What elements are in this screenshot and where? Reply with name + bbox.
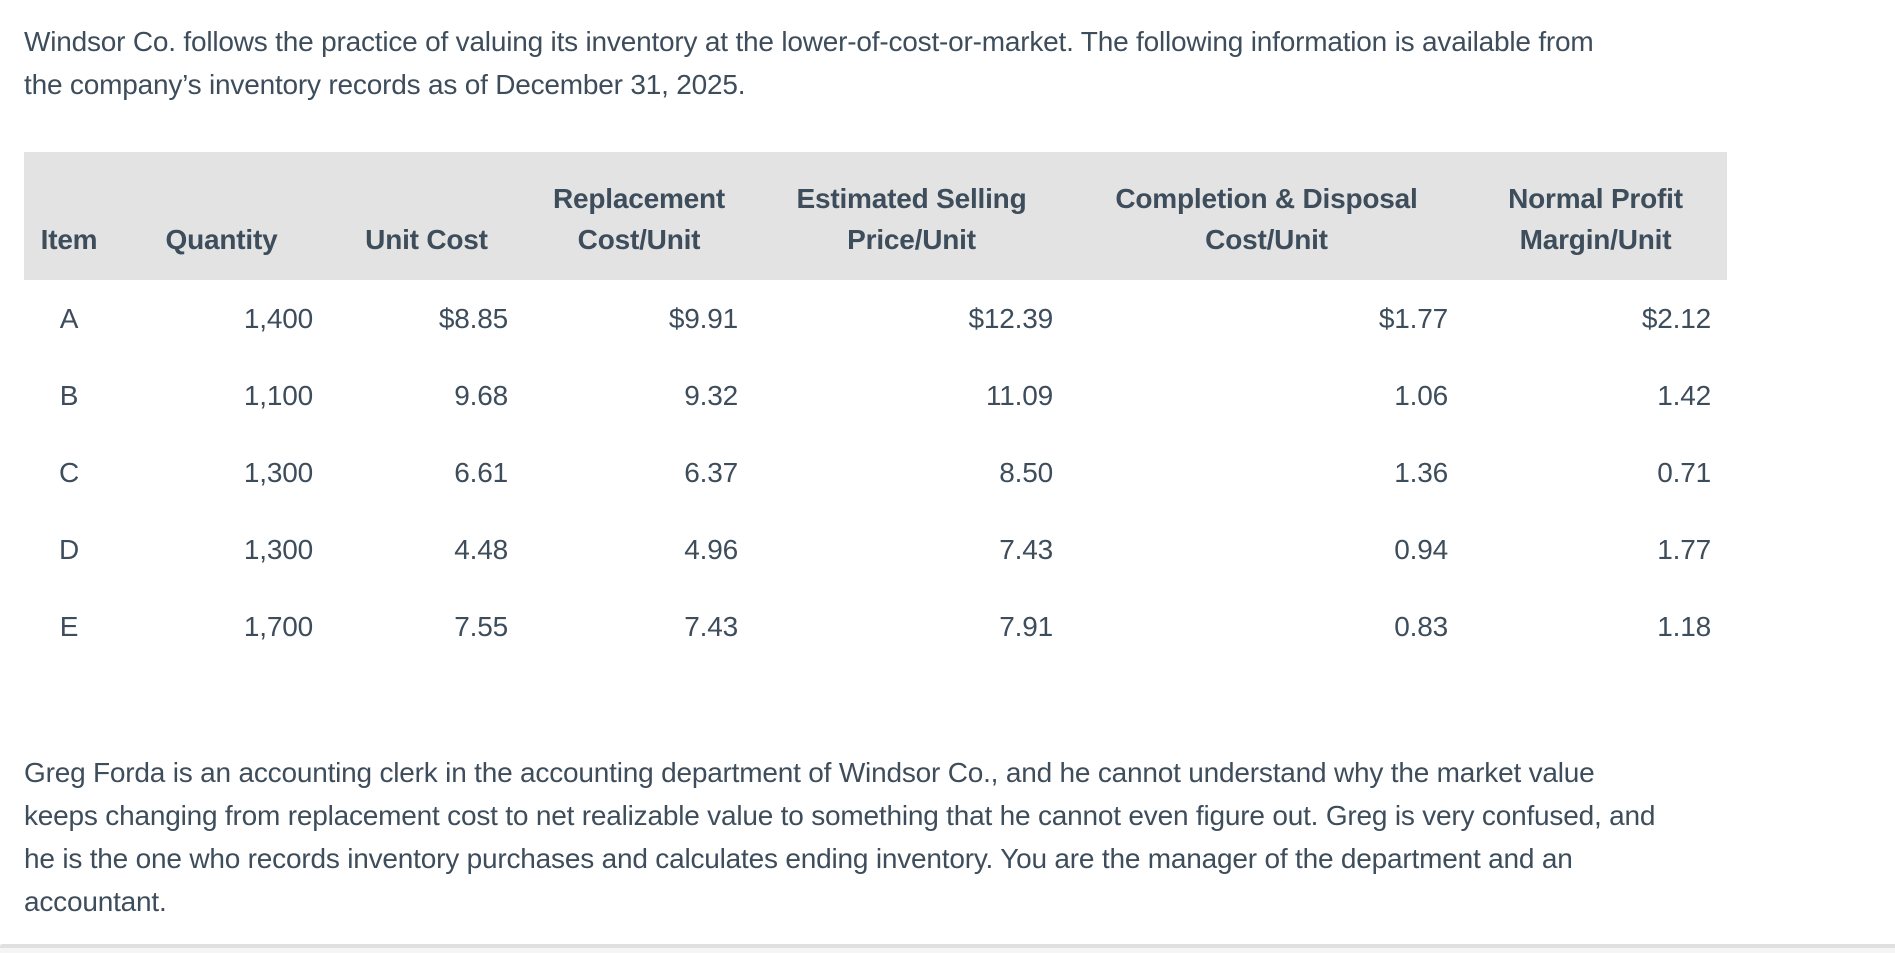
col-header-quantity: Quantity <box>165 224 278 255</box>
cell-quantity: 1,700 <box>243 610 313 642</box>
cell-replacement-cost: $9.91 <box>668 302 738 334</box>
cell-replacement-cost: 9.32 <box>684 379 738 411</box>
cell-normal-profit-margin: $2.12 <box>1641 302 1711 334</box>
table-row: B 1,100 9.68 9.32 11.09 1.06 1.42 <box>24 357 1727 434</box>
cell-quantity: 1,400 <box>243 302 313 334</box>
cell-replacement-cost: 7.43 <box>684 610 738 642</box>
cell-normal-profit-margin: 1.77 <box>1657 533 1711 565</box>
cell-unit-cost: $8.85 <box>438 302 508 334</box>
body-paragraph: Greg Forda is an accounting clerk in the… <box>24 757 1656 917</box>
col-header-replacement-cost: Replacement Cost/Unit <box>552 183 726 255</box>
table-row: D 1,300 4.48 4.96 7.43 0.94 1.77 <box>24 511 1727 588</box>
cell-completion-disposal-cost: $1.77 <box>1378 302 1448 334</box>
table-row: E 1,700 7.55 7.43 7.91 0.83 1.18 <box>24 588 1727 665</box>
cell-normal-profit-margin: 1.42 <box>1657 379 1711 411</box>
col-header-estimated-selling-price: Estimated Selling Price/Unit <box>796 183 1027 255</box>
cell-item: C <box>58 456 80 488</box>
cell-estimated-selling-price: 11.09 <box>986 379 1053 411</box>
cell-estimated-selling-price: 8.50 <box>999 456 1053 488</box>
cell-item: D <box>58 533 80 565</box>
divider-line <box>0 944 1895 948</box>
cell-estimated-selling-price: $12.39 <box>968 302 1054 334</box>
cell-unit-cost: 6.61 <box>454 456 508 488</box>
intro-paragraph: Windsor Co. follows the practice of valu… <box>24 26 1594 100</box>
col-header-item: Item <box>40 224 98 255</box>
cell-completion-disposal-cost: 1.36 <box>1394 456 1448 488</box>
col-header-unit-cost: Unit Cost <box>365 224 488 255</box>
cell-completion-disposal-cost: 0.83 <box>1394 610 1448 642</box>
table-row: A 1,400 $8.85 $9.91 $12.39 $1.77 $2.12 <box>24 280 1727 357</box>
cell-replacement-cost: 6.37 <box>684 456 738 488</box>
cell-completion-disposal-cost: 1.06 <box>1394 379 1448 411</box>
section-divider <box>0 944 1895 953</box>
cell-replacement-cost: 4.96 <box>684 533 738 565</box>
cell-normal-profit-margin: 1.18 <box>1657 610 1711 642</box>
cell-quantity: 1,100 <box>243 379 313 411</box>
col-header-normal-profit-margin: Normal Profit Margin/Unit <box>1508 183 1683 255</box>
cell-estimated-selling-price: 7.43 <box>999 533 1053 565</box>
table-row: C 1,300 6.61 6.37 8.50 1.36 0.71 <box>24 434 1727 511</box>
table-header-row: Item Quantity Unit Cost Replacement Cost… <box>24 152 1727 280</box>
cell-item: E <box>59 610 79 642</box>
col-header-completion-disposal-cost: Completion & Disposal Cost/Unit <box>1115 183 1418 255</box>
cell-normal-profit-margin: 0.71 <box>1657 456 1711 488</box>
cell-quantity: 1,300 <box>243 533 313 565</box>
cell-quantity: 1,300 <box>243 456 313 488</box>
inventory-table: Item Quantity Unit Cost Replacement Cost… <box>24 152 1727 665</box>
cell-unit-cost: 4.48 <box>454 533 508 565</box>
cell-item: B <box>59 379 79 411</box>
cell-unit-cost: 9.68 <box>454 379 508 411</box>
cell-completion-disposal-cost: 0.94 <box>1394 533 1448 565</box>
cell-item: A <box>59 302 79 334</box>
cell-estimated-selling-price: 7.91 <box>999 610 1053 642</box>
cell-unit-cost: 7.55 <box>454 610 508 642</box>
